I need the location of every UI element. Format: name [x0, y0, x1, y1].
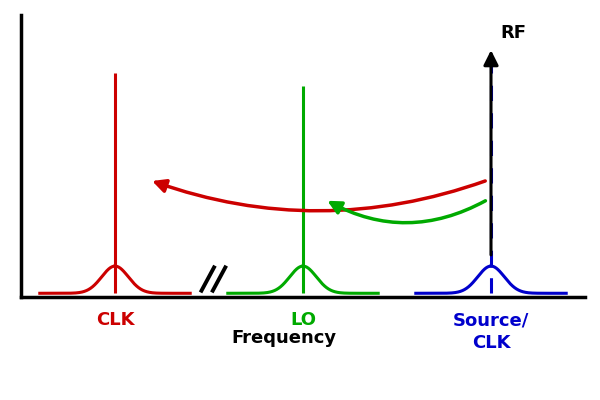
Text: CLK: CLK	[96, 311, 134, 329]
Text: Source/
CLK: Source/ CLK	[453, 311, 529, 352]
Text: RF: RF	[500, 24, 526, 42]
Text: Frequency: Frequency	[232, 329, 337, 347]
Text: LO: LO	[290, 311, 316, 329]
